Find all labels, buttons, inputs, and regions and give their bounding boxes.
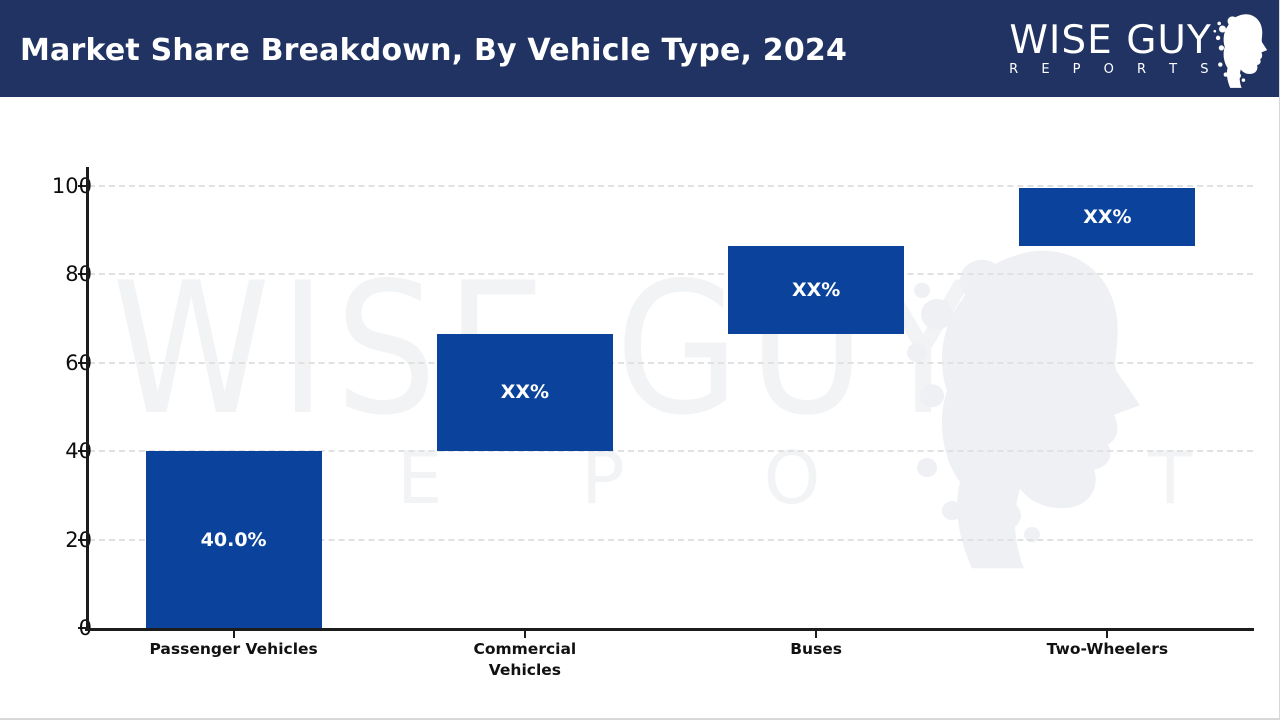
- bar-value-label: 40.0%: [200, 528, 267, 551]
- gridline: [89, 538, 1253, 541]
- category-label: Two-Wheelers: [1046, 640, 1169, 658]
- gridline: [89, 450, 1253, 453]
- x-tick: [815, 631, 818, 638]
- logo-wordmark: WISE GUY R E P O R T S: [1003, 17, 1218, 78]
- y-tick-label: 20: [65, 527, 92, 552]
- y-axis: [86, 167, 89, 631]
- bar-value-label: XX%: [791, 278, 841, 301]
- category-label: Passenger Vehicles: [149, 640, 318, 658]
- gridline: [89, 273, 1253, 276]
- page-title: Market Share Breakdown, By Vehicle Type,…: [20, 33, 848, 68]
- gridline: [89, 361, 1253, 364]
- bar: [728, 246, 905, 334]
- y-tick: [78, 627, 87, 629]
- x-tick: [523, 631, 526, 638]
- bar: [436, 333, 613, 452]
- bar-value-label: XX%: [1083, 206, 1132, 229]
- bar-value-label: XX%: [500, 381, 550, 404]
- header: Market Share Breakdown, By Vehicle Type,…: [0, 0, 1279, 97]
- y-tick-label: 0: [2, 616, 92, 640]
- brand-logo: WISE GUY R E P O R T S: [1003, 8, 1272, 90]
- logo-head-icon: [1213, 14, 1268, 88]
- y-tick-label: 40: [65, 439, 92, 464]
- y-tick: [78, 450, 87, 453]
- x-tick: [232, 631, 235, 638]
- y-tick: [78, 273, 87, 276]
- x-tick: [1106, 631, 1109, 638]
- logo-name: WISE GUY: [1009, 17, 1212, 63]
- category-label: Buses: [790, 640, 843, 658]
- y-tick-label: 60: [65, 350, 92, 375]
- bar: [145, 451, 322, 628]
- y-tick-label: 100: [51, 174, 92, 198]
- y-tick: [78, 361, 87, 364]
- y-tick: [78, 185, 87, 187]
- x-axis: [85, 628, 1254, 631]
- gridline: [89, 185, 1253, 187]
- bar: [1019, 188, 1196, 247]
- y-tick: [78, 538, 87, 541]
- logo-subtitle: R E P O R T S: [1009, 62, 1218, 78]
- y-tick-label: 80: [65, 262, 92, 287]
- category-label: Commercial Vehicles: [473, 640, 577, 679]
